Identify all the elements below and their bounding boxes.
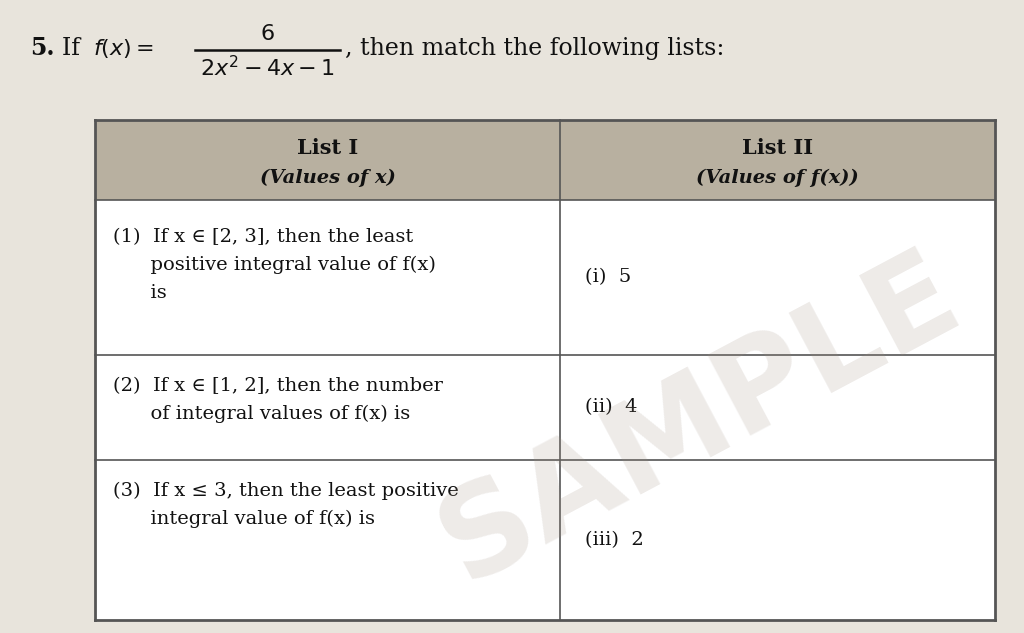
Text: integral value of f(x) is: integral value of f(x) is [113, 510, 375, 529]
Text: (Values of x): (Values of x) [259, 169, 395, 187]
Text: If: If [62, 37, 87, 60]
Text: (Values of f(x)): (Values of f(x)) [696, 169, 859, 187]
Text: List II: List II [742, 138, 813, 158]
Text: (2)  If x ∈ [1, 2], then the number: (2) If x ∈ [1, 2], then the number [113, 377, 442, 395]
Text: $6$: $6$ [260, 24, 274, 44]
Text: is: is [113, 284, 167, 302]
Text: SAMPLE: SAMPLE [421, 234, 979, 606]
Text: $f(x)=$: $f(x)=$ [93, 37, 154, 60]
Text: 5.: 5. [30, 36, 54, 60]
Text: positive integral value of f(x): positive integral value of f(x) [113, 256, 436, 274]
Bar [95, 120, 995, 620]
Text: (3)  If x ≤ 3, then the least positive: (3) If x ≤ 3, then the least positive [113, 482, 459, 500]
Bar [95, 120, 995, 200]
Text: (ii)  4: (ii) 4 [585, 399, 638, 417]
Text: , then match the following lists:: , then match the following lists: [345, 37, 724, 60]
Text: (1)  If x ∈ [2, 3], then the least: (1) If x ∈ [2, 3], then the least [113, 228, 414, 246]
Text: $2x^2-4x-1$: $2x^2-4x-1$ [200, 55, 335, 80]
Text: of integral values of f(x) is: of integral values of f(x) is [113, 405, 411, 423]
Text: (iii)  2: (iii) 2 [585, 531, 644, 549]
Text: (i)  5: (i) 5 [585, 268, 631, 287]
Text: List I: List I [297, 138, 358, 158]
